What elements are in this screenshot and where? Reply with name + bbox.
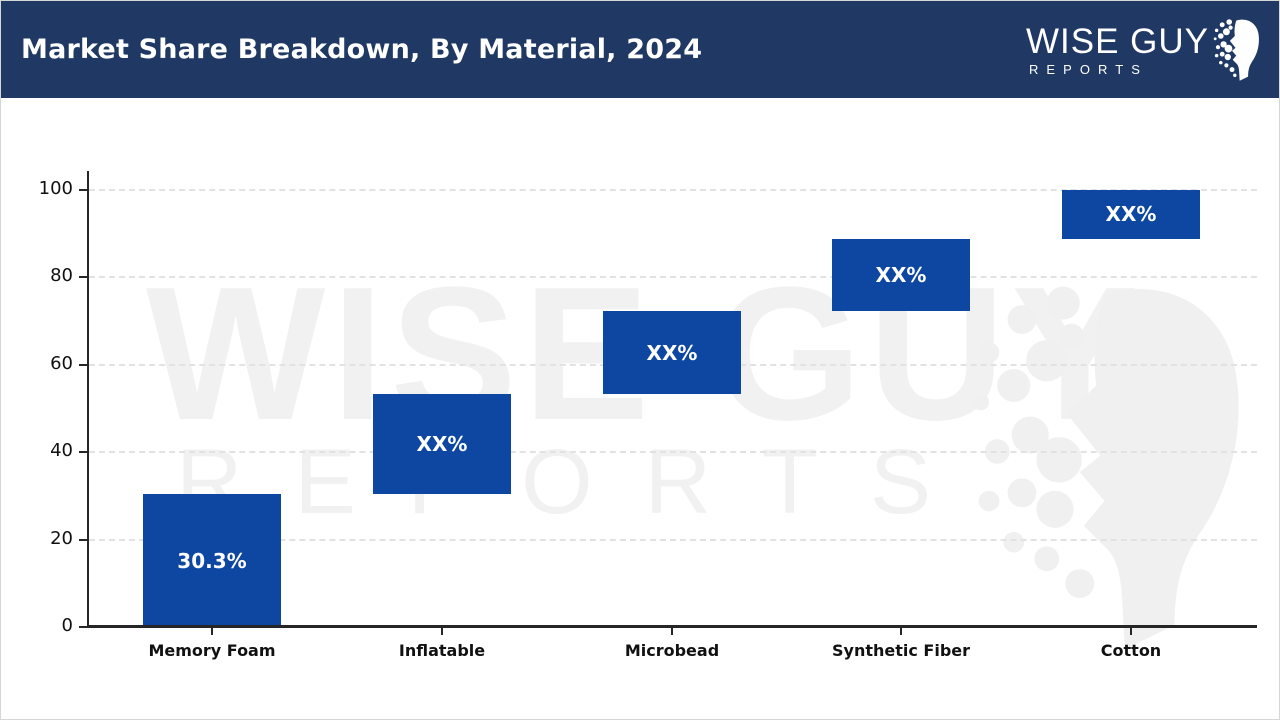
x-tick-mark bbox=[900, 627, 902, 635]
y-tick-label: 60 bbox=[50, 352, 73, 374]
x-tick-mark bbox=[441, 627, 443, 635]
wiseguy-logo: WISE GUY REPORTS bbox=[1026, 6, 1267, 94]
x-tick-mark bbox=[211, 627, 213, 635]
x-tick-label: Cotton bbox=[1100, 641, 1162, 660]
gridline bbox=[89, 276, 1257, 278]
x-tick-label: Memory Foam bbox=[148, 641, 276, 660]
x-tick-label: Inflatable bbox=[398, 641, 486, 660]
y-tick-label: 80 bbox=[50, 265, 73, 286]
logo-sub-text: REPORTS bbox=[1028, 62, 1148, 77]
bar: XX% bbox=[373, 394, 511, 495]
x-axis-line bbox=[87, 625, 1257, 628]
x-tick-label: Microbead bbox=[624, 641, 720, 660]
y-tick-label: 0 bbox=[61, 615, 73, 636]
x-tick-mark bbox=[671, 627, 673, 635]
report-header: Market Share Breakdown, By Material, 202… bbox=[1, 1, 1279, 98]
y-tick-mark bbox=[79, 451, 89, 453]
bar: XX% bbox=[603, 311, 741, 395]
y-tick-mark bbox=[79, 363, 89, 366]
bar: 30.3% bbox=[143, 494, 281, 627]
x-tick-mark bbox=[1130, 627, 1132, 635]
y-tick-label: 40 bbox=[50, 440, 73, 461]
y-axis-line bbox=[87, 171, 89, 627]
bar: XX% bbox=[832, 238, 970, 312]
y-tick-mark bbox=[79, 276, 89, 278]
page-title: Market Share Breakdown, By Material, 202… bbox=[21, 34, 703, 65]
bar-label: XX% bbox=[416, 432, 468, 457]
bar: XX% bbox=[1062, 189, 1200, 239]
y-tick-mark bbox=[79, 538, 89, 541]
bar-label: XX% bbox=[1105, 202, 1157, 226]
gridline bbox=[89, 188, 1257, 191]
logo-face-icon bbox=[1213, 19, 1259, 81]
y-tick-label: 20 bbox=[50, 527, 73, 549]
gridline bbox=[89, 538, 1257, 541]
logo-wordmark: WISE GUY REPORTS bbox=[1026, 24, 1209, 76]
y-tick-mark bbox=[79, 188, 89, 191]
x-tick-label: Synthetic Fiber bbox=[831, 641, 971, 660]
bar-label: 30.3% bbox=[177, 548, 247, 573]
bar-label: XX% bbox=[646, 340, 698, 365]
bar-label: XX% bbox=[875, 262, 927, 287]
y-tick-label: 100 bbox=[38, 177, 73, 199]
gridline bbox=[89, 451, 1257, 453]
logo-brand-text: WISE GUY bbox=[1025, 22, 1209, 61]
y-tick-mark bbox=[79, 626, 89, 628]
